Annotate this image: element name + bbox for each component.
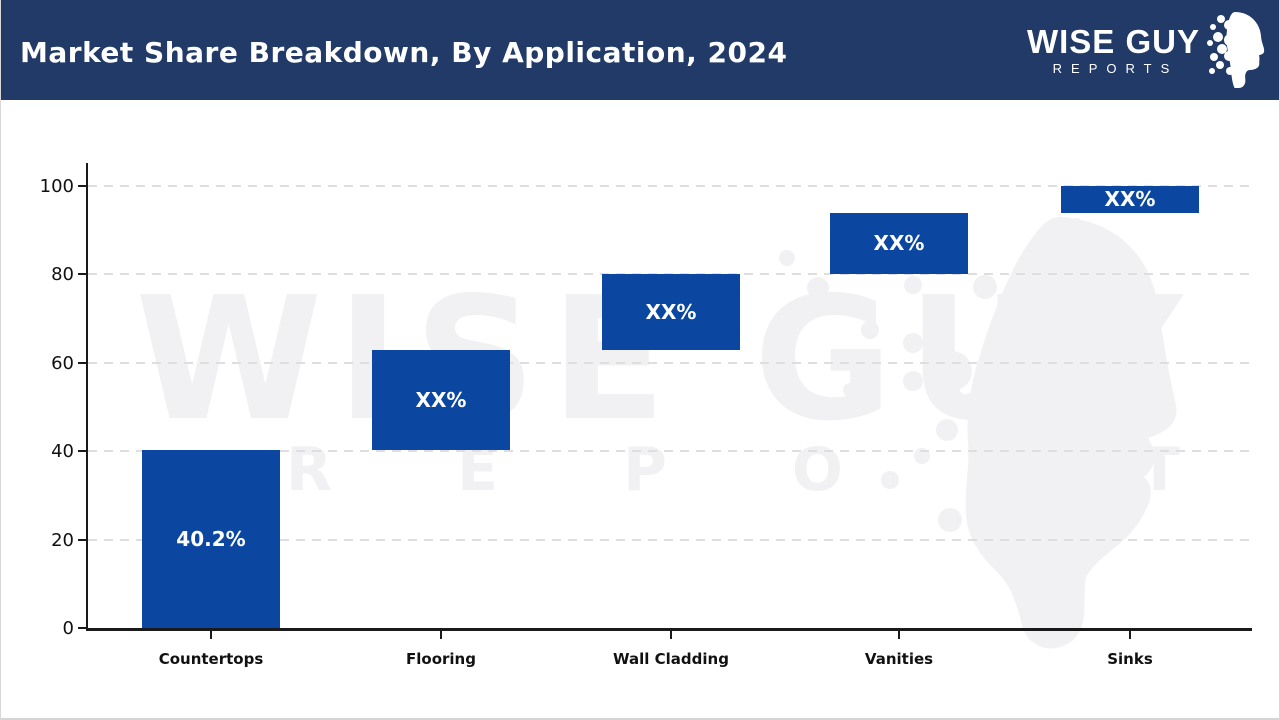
x-tick-2: [440, 631, 442, 639]
category-label-1: Countertops: [158, 650, 264, 668]
x-tick-3: [670, 631, 672, 639]
category-label-3: Wall Cladding: [613, 650, 729, 668]
category-label-4: Vanities: [864, 650, 934, 668]
x-tick-5: [1129, 631, 1131, 639]
y-tick-label-20: 20: [51, 529, 74, 551]
logo-face-icon: [1207, 12, 1265, 88]
y-tick-label-40: 40: [51, 441, 74, 463]
x-tick-1: [210, 631, 212, 639]
bar-value-label: XX%: [415, 387, 467, 412]
logo-text: WISE GUY REPORTS: [1027, 25, 1200, 76]
x-axis-line: [86, 628, 1252, 631]
plot-area: 0 20 40 60 80 100 40.2% Countertops XX% Flooring X…: [40, 163, 1252, 668]
bar-countertops: 40.2%: [142, 450, 280, 628]
gridline-100: [88, 185, 1252, 187]
bar-wall-cladding: XX%: [602, 274, 740, 350]
y-tick-60: [78, 361, 86, 364]
bar-value-label: XX%: [645, 299, 697, 324]
gridline-60: [88, 361, 1252, 364]
gridline-40: [88, 450, 1252, 453]
y-tick-label-60: 60: [51, 352, 74, 374]
y-tick-label-0: 0: [62, 618, 74, 639]
wiseguy-logo: WISE GUY REPORTS: [1027, 8, 1266, 92]
y-tick-80: [78, 273, 86, 276]
bar-flooring: XX%: [372, 349, 510, 451]
chart-area: WISE GUY R E P O R T S: [0, 100, 1280, 720]
y-axis-line: [86, 163, 88, 628]
page-title: Market Share Breakdown, By Application, …: [20, 36, 788, 69]
y-tick-40: [78, 450, 86, 453]
category-label-2: Flooring: [406, 650, 476, 668]
bar-value-label: XX%: [873, 231, 925, 256]
logo-wordmark: WISE GUY: [1026, 22, 1200, 60]
category-label-5: Sinks: [1107, 650, 1153, 668]
bar-vanities: XX%: [830, 212, 968, 275]
y-tick-label-80: 80: [51, 264, 74, 286]
bar-sinks: XX%: [1061, 186, 1199, 213]
gridline-80: [88, 273, 1252, 276]
header: Market Share Breakdown, By Application, …: [0, 0, 1280, 100]
y-tick-100: [78, 185, 86, 187]
gridline-20: [88, 538, 1252, 541]
bar-value-label: 40.2%: [176, 527, 246, 552]
logo-subtitle: REPORTS: [1052, 60, 1179, 76]
y-tick-label-100: 100: [39, 176, 74, 197]
bar-value-label: XX%: [1104, 187, 1156, 212]
y-tick-0: [78, 627, 86, 629]
y-tick-20: [78, 538, 86, 541]
x-tick-4: [898, 631, 900, 639]
